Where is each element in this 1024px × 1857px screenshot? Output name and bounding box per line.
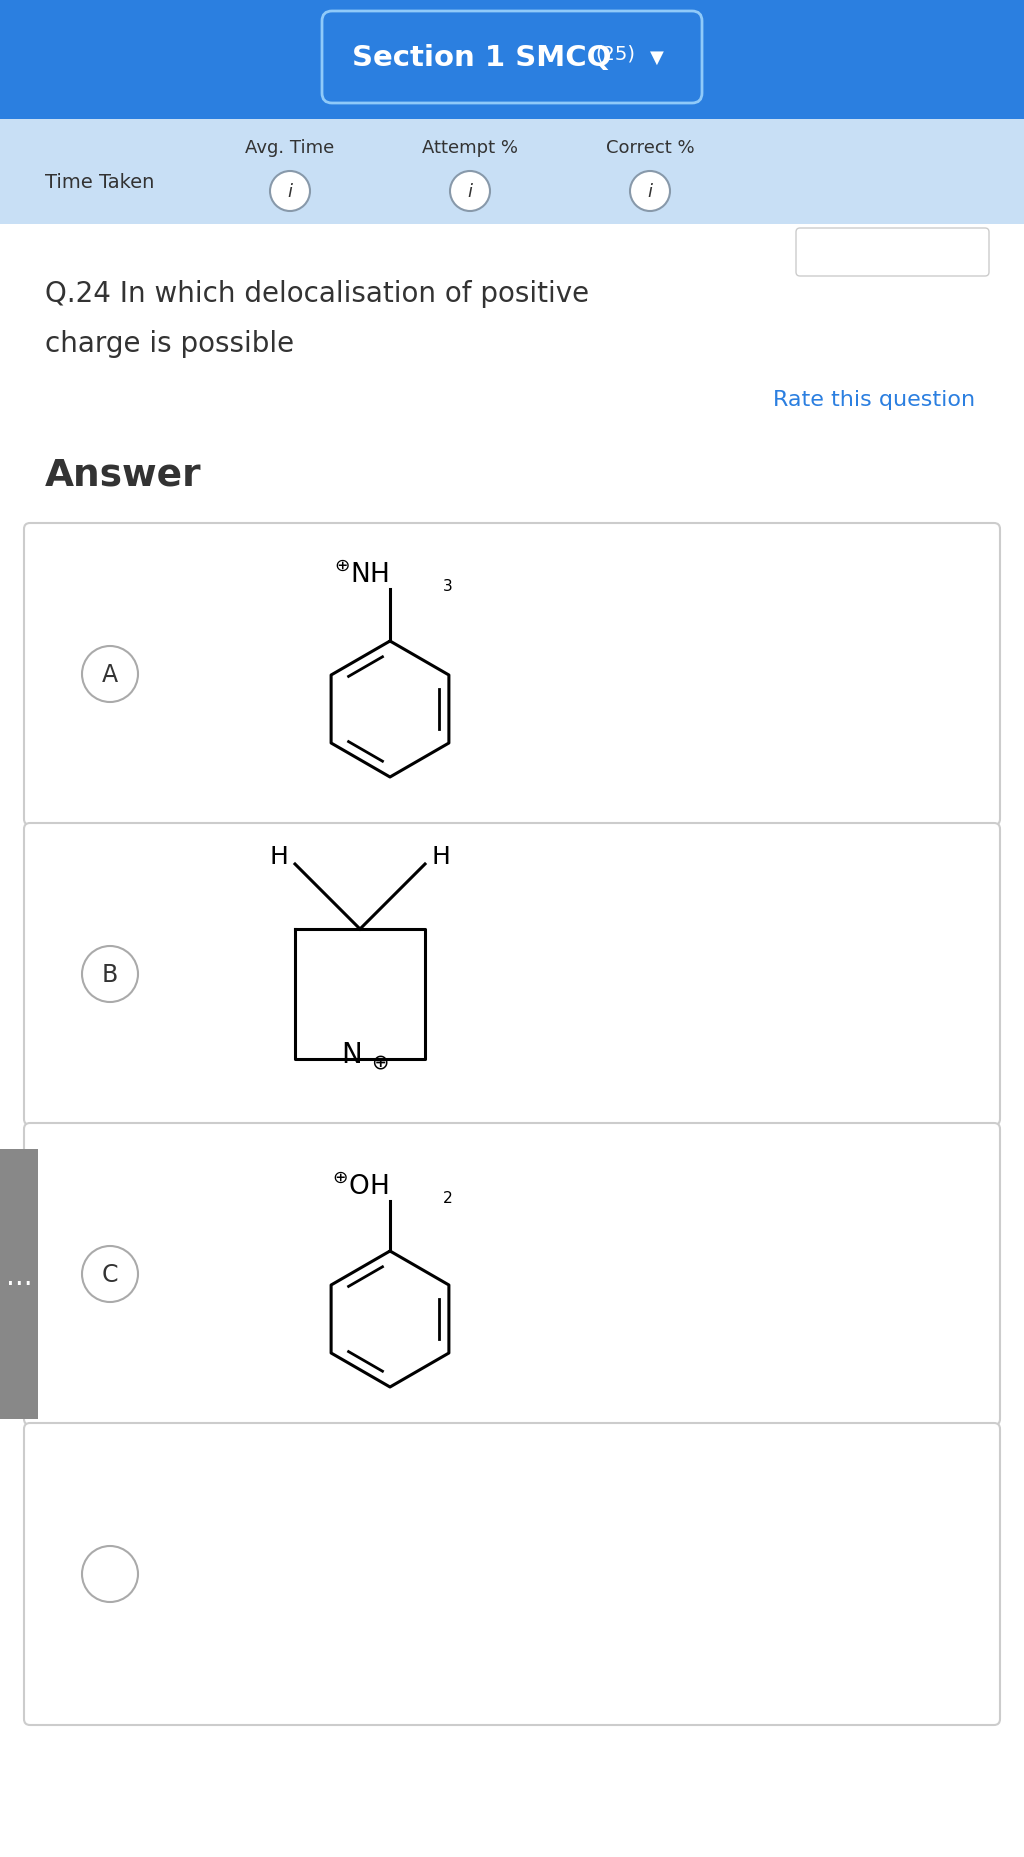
Circle shape	[82, 947, 138, 1003]
Text: i: i	[647, 182, 652, 201]
Text: i: i	[288, 182, 293, 201]
Text: $_3$: $_3$	[442, 574, 453, 594]
Circle shape	[82, 1246, 138, 1302]
FancyBboxPatch shape	[24, 524, 1000, 826]
Text: i: i	[468, 182, 472, 201]
Text: Rate this question: Rate this question	[773, 390, 975, 410]
Text: $^{\oplus}$OH: $^{\oplus}$OH	[332, 1174, 388, 1201]
Circle shape	[82, 1547, 138, 1603]
FancyBboxPatch shape	[24, 823, 1000, 1125]
Text: (25): (25)	[595, 45, 635, 63]
FancyBboxPatch shape	[24, 1123, 1000, 1424]
FancyBboxPatch shape	[322, 11, 702, 104]
Text: $^{\oplus}$NH: $^{\oplus}$NH	[334, 563, 388, 589]
Text: ▼: ▼	[650, 48, 664, 67]
Text: H: H	[431, 845, 451, 869]
Bar	[0, 121, 1024, 225]
Text: A: A	[102, 663, 118, 687]
Text: N: N	[342, 1040, 362, 1068]
Circle shape	[82, 646, 138, 702]
Text: Correct %: Correct %	[605, 139, 694, 156]
Bar	[0, 0, 1024, 121]
Bar	[0, 225, 1024, 435]
Text: C: C	[101, 1263, 118, 1287]
FancyBboxPatch shape	[796, 228, 989, 277]
Text: Attempt %: Attempt %	[422, 139, 518, 156]
Text: ···: ···	[6, 1270, 33, 1298]
Bar	[0, 435, 1024, 514]
Text: Avg. Time: Avg. Time	[246, 139, 335, 156]
FancyBboxPatch shape	[24, 1422, 1000, 1725]
Text: $\oplus$: $\oplus$	[372, 1053, 389, 1073]
Circle shape	[270, 173, 310, 212]
Text: charge is possible: charge is possible	[45, 331, 294, 358]
Text: B: B	[101, 962, 118, 986]
Circle shape	[630, 173, 670, 212]
Circle shape	[450, 173, 490, 212]
Text: Answer: Answer	[45, 457, 202, 492]
Text: H: H	[269, 845, 289, 869]
Text: Time Taken: Time Taken	[45, 173, 155, 191]
Text: Q.24 In which delocalisation of positive: Q.24 In which delocalisation of positive	[45, 280, 589, 308]
Bar	[0, 1149, 38, 1419]
Text: $_2$: $_2$	[442, 1185, 453, 1205]
Text: Section 1 SMCQ: Section 1 SMCQ	[352, 45, 611, 72]
